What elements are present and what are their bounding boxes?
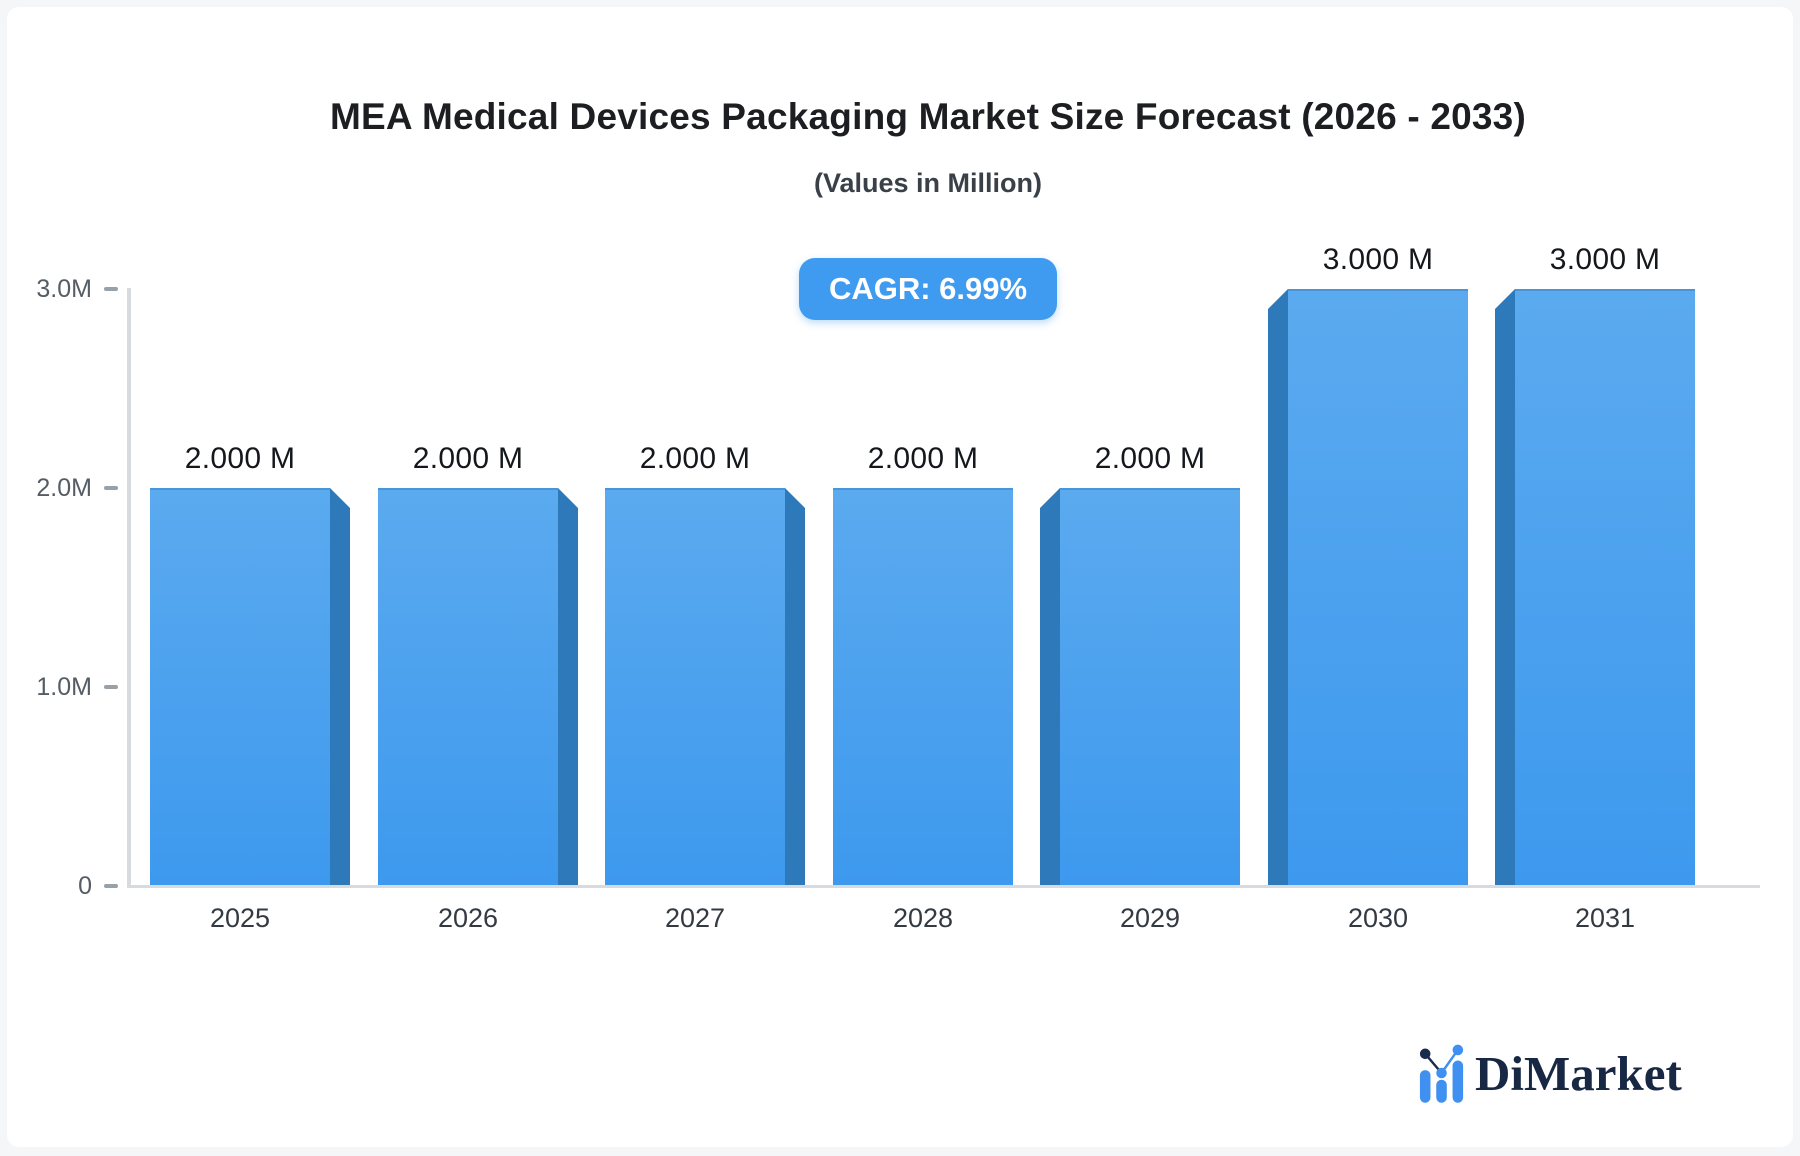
bar-2026-side-face — [558, 488, 578, 886]
bar-2030 — [1288, 289, 1468, 886]
bar-value-label: 3.000 M — [1322, 243, 1434, 276]
bar-2030-side-face — [1268, 289, 1288, 886]
x-axis-category-label: 2028 — [892, 903, 954, 933]
brand-logo: DiMarket — [1418, 1036, 1682, 1104]
bar-2031-side-face — [1495, 289, 1515, 886]
bar-value-label: 2.000 M — [867, 442, 979, 475]
y-axis-tick-mark — [104, 685, 118, 689]
bar-value-label: 2.000 M — [412, 442, 524, 475]
bar-value-label: 2.000 M — [1094, 442, 1206, 475]
chart-subtitle: (Values in Million) — [813, 168, 1043, 198]
y-axis-tick-mark — [104, 486, 118, 490]
cagr-badge: CAGR: 6.99% — [798, 258, 1058, 320]
bar-2028 — [833, 488, 1013, 886]
bar-value-label: 2.000 M — [639, 442, 751, 475]
x-axis-category-label: 2027 — [664, 903, 726, 933]
bar-2029 — [1060, 488, 1240, 886]
bar-2031 — [1515, 289, 1695, 886]
bar-2025-side-face — [330, 488, 350, 886]
y-axis-line — [127, 288, 131, 888]
bar-2027 — [605, 488, 785, 886]
y-axis-tick-mark — [104, 287, 118, 291]
brand-name: DiMarket — [1475, 1046, 1682, 1101]
bar-2027-side-face — [785, 488, 805, 886]
cagr-badge-row: CAGR: 6.99% — [56, 258, 1800, 320]
bar-2026 — [378, 488, 558, 886]
bar-value-label: 3.000 M — [1549, 243, 1661, 276]
y-axis-tick-label: 2.0M — [36, 474, 92, 502]
dimarket-logo-icon — [1419, 1044, 1464, 1103]
x-axis-line — [127, 885, 1760, 888]
bar-2029-side-face — [1040, 488, 1060, 886]
chart-title: MEA Medical Devices Packaging Market Siz… — [330, 96, 1526, 137]
x-axis-category-label: 2026 — [437, 903, 499, 933]
x-axis-category-label: 2029 — [1119, 903, 1181, 933]
y-axis-tick-label: 1.0M — [36, 673, 92, 701]
bar-2025 — [150, 488, 330, 886]
y-axis-tick-label: 3.0M — [36, 275, 92, 303]
x-axis-category-label: 2025 — [209, 903, 271, 933]
x-axis-category-label: 2030 — [1347, 903, 1409, 933]
y-axis-tick-mark — [104, 884, 118, 888]
x-axis-category-label: 2031 — [1574, 903, 1636, 933]
y-axis-tick-label: 0 — [78, 872, 92, 900]
bar-value-label: 2.000 M — [184, 442, 296, 475]
